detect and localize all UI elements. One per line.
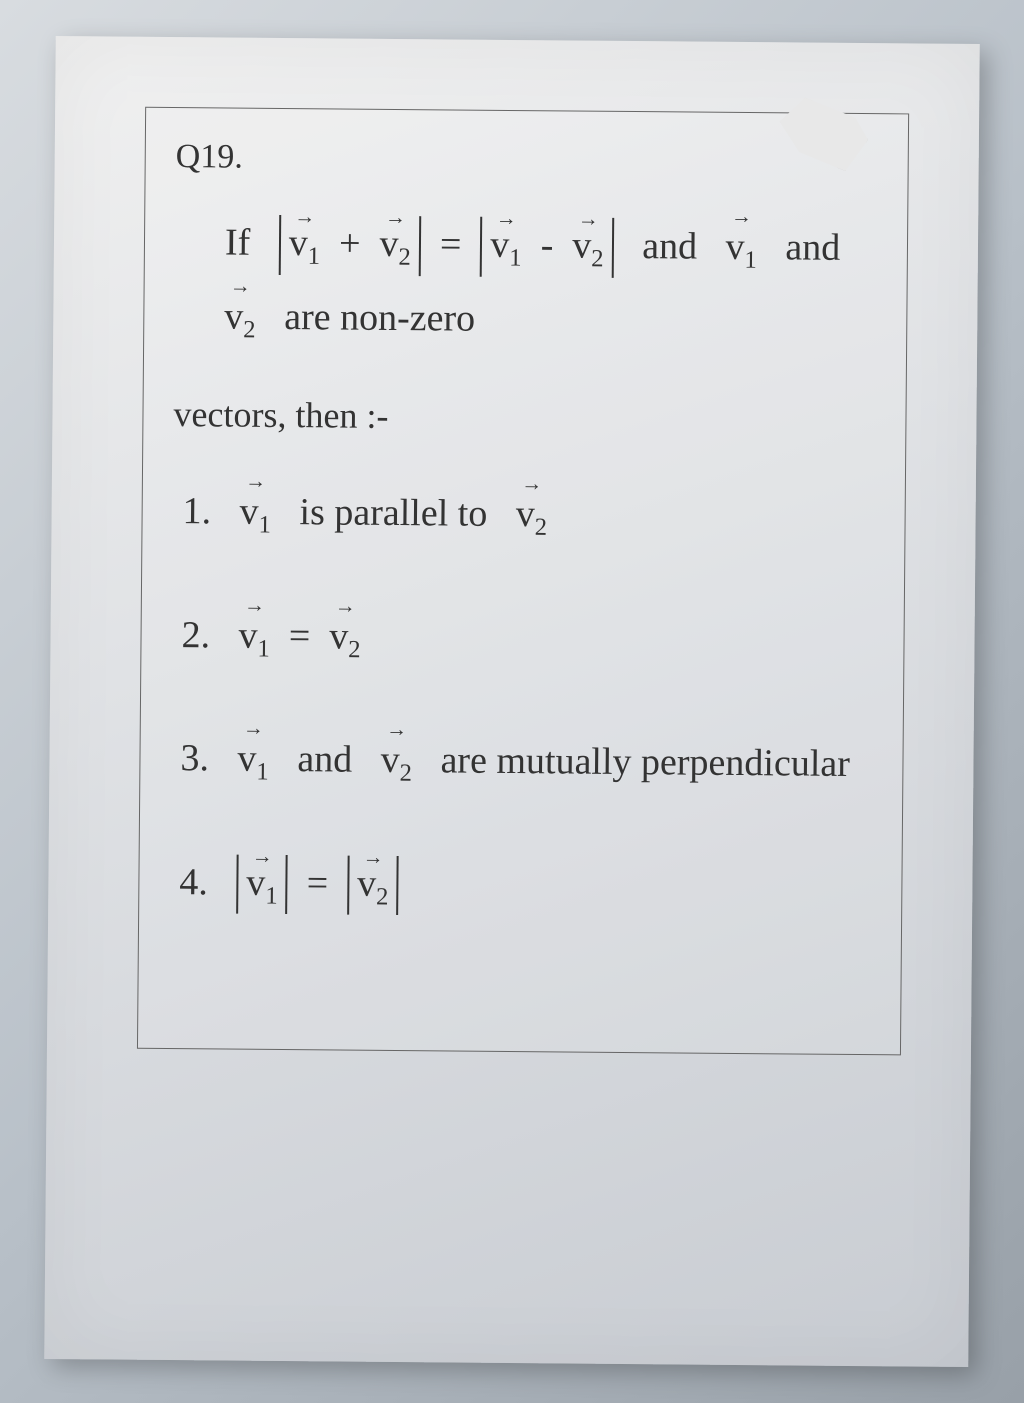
option-4-abs-v1: v1	[236, 854, 288, 914]
option-4: 4. v1 = v2	[179, 846, 872, 924]
option-3-v2: v2	[380, 724, 412, 798]
option-3-v1: v1	[237, 723, 269, 797]
rhs-v1: v1	[490, 217, 522, 277]
and-text-1: and	[642, 225, 697, 267]
option-3-and: and	[297, 738, 352, 780]
equals-sign: =	[440, 223, 462, 265]
rhs-v2: v2	[572, 218, 604, 278]
option-1-v2: v2	[515, 478, 547, 552]
cond-v2: v2	[224, 280, 256, 354]
option-2-eq: =	[289, 615, 311, 657]
if-text: If	[225, 221, 251, 263]
nonzero-text: are non-zero	[284, 296, 475, 340]
paper-sheet: Q19. If v1 + v2 = v1 - v2 and v1 and	[44, 36, 980, 1367]
option-1-number: 1.	[182, 490, 211, 532]
option-2-v1: v1	[238, 599, 270, 673]
option-1-v1: v1	[239, 476, 271, 550]
and-text-2: and	[785, 226, 840, 268]
option-4-eq: =	[307, 862, 329, 904]
option-4-abs-v2: v2	[347, 855, 399, 915]
abs-rhs: v1 - v2	[480, 217, 614, 278]
question-number: Q19.	[176, 138, 878, 182]
question-statement: If v1 + v2 = v1 - v2 and v1 and v2	[224, 206, 877, 359]
question-box: Q19. If v1 + v2 = v1 - v2 and v1 and	[137, 107, 909, 1055]
option-4-number: 4.	[179, 861, 208, 903]
option-2-number: 2.	[181, 614, 210, 656]
option-4-v1: v1	[246, 854, 278, 914]
option-3-number: 3.	[180, 737, 209, 779]
lhs-v1: v1	[289, 215, 321, 275]
option-1-text: is parallel to	[299, 491, 487, 535]
option-3: 3. v1 and v2 are mutually perpendicular	[180, 722, 873, 802]
option-1: 1. v1 is parallel to v2	[182, 475, 875, 555]
vectors-then-text: vectors, then :-	[173, 393, 875, 441]
option-2: 2. v1 = v2	[181, 599, 874, 679]
option-2-v2: v2	[329, 600, 361, 674]
option-3-text: are mutually perpendicular	[440, 739, 850, 785]
lhs-v2: v2	[379, 216, 411, 276]
abs-lhs: v1 + v2	[279, 215, 422, 276]
option-4-v2: v2	[357, 855, 389, 915]
cond-v1: v1	[725, 211, 757, 285]
